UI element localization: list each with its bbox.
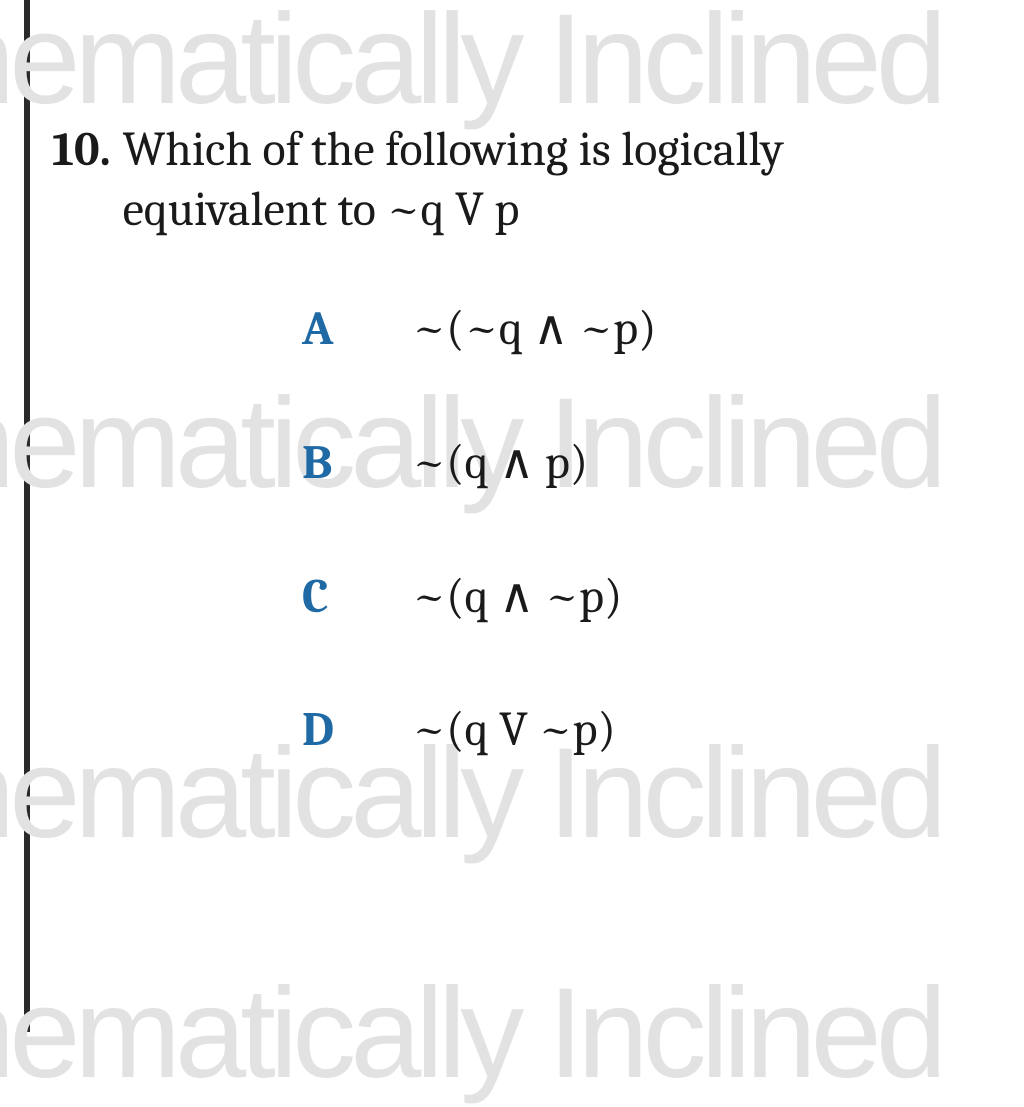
option-expression: ~(q ∧ ~p): [412, 568, 622, 624]
question-text-line2: equivalent to ~q V p: [123, 182, 520, 237]
option-label: D: [302, 702, 412, 757]
content-region: 10. Which of the following is logically …: [0, 0, 1024, 757]
option-row-b[interactable]: B ~(q ∧ p): [302, 434, 1024, 490]
question-number: 10.: [52, 120, 111, 180]
option-expression: ~(~q ∧ ~p): [412, 300, 656, 356]
option-expression: ~(q ∧ p): [412, 434, 588, 490]
option-label: A: [302, 301, 412, 356]
option-row-d[interactable]: D ~(q V ~p): [302, 702, 1024, 757]
options-list: A ~(~q ∧ ~p) B ~(q ∧ p) C ~(q ∧ ~p) D ~(…: [302, 300, 1024, 757]
option-label: B: [302, 435, 412, 490]
question-text: Which of the following is logically equi…: [123, 120, 784, 240]
question-row: 10. Which of the following is logically …: [52, 120, 1024, 240]
watermark-line: hematically Inclined: [0, 960, 941, 1107]
option-row-a[interactable]: A ~(~q ∧ ~p): [302, 300, 1024, 356]
option-expression: ~(q V ~p): [412, 702, 616, 757]
option-row-c[interactable]: C ~(q ∧ ~p): [302, 568, 1024, 624]
option-label: C: [302, 569, 412, 624]
question-text-line1: Which of the following is logically: [123, 122, 784, 177]
